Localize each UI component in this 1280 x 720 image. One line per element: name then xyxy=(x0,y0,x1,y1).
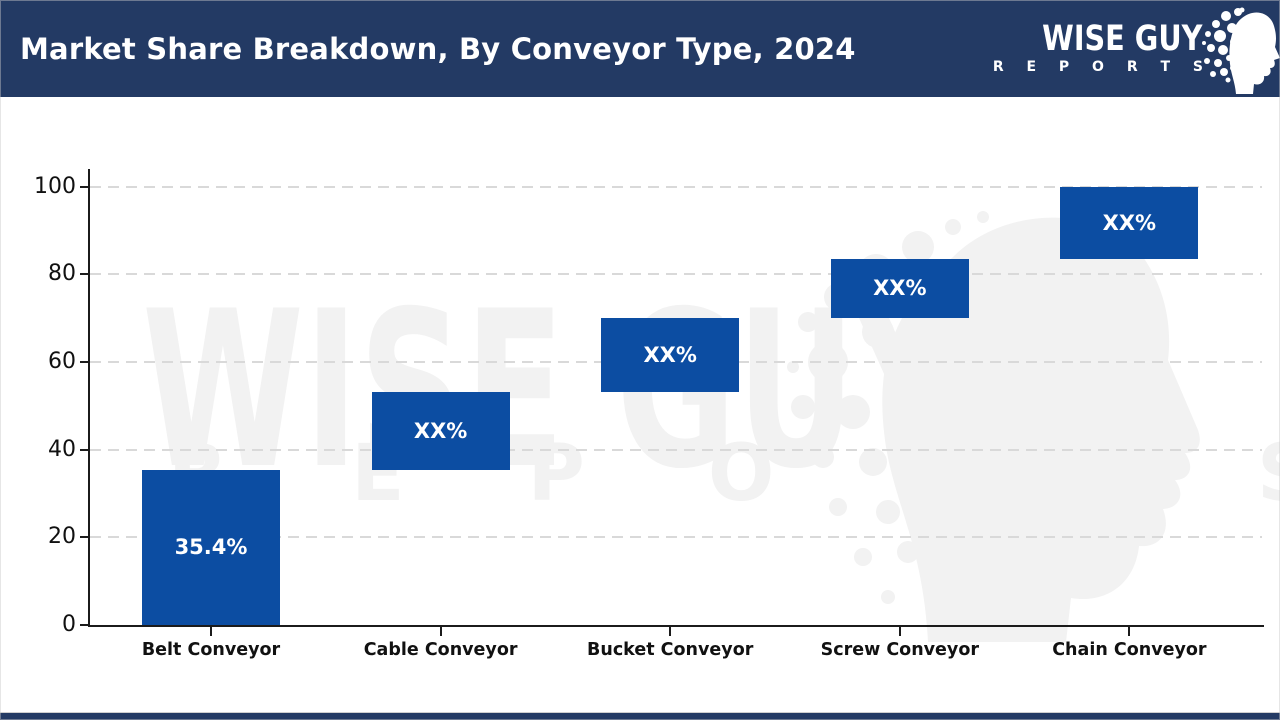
bar-0: 35.4% xyxy=(142,469,280,625)
x-category-label-3: Screw Conveyor xyxy=(785,640,1015,660)
bar-2: XX% xyxy=(601,317,740,393)
x-category-label-4-text: Chain Conveyor xyxy=(1052,640,1207,660)
y-tick-label-40-text: 40 xyxy=(48,436,76,462)
brand-logo: WISE GUY R E P O R T S xyxy=(993,0,1280,97)
x-tick-0 xyxy=(210,627,212,636)
y-tick-label-80: 80 xyxy=(18,261,76,287)
y-tick-80 xyxy=(80,273,89,276)
gridline-100 xyxy=(90,185,1262,188)
x-category-label-0-text: Belt Conveyor xyxy=(141,640,281,660)
y-tick-20 xyxy=(80,536,89,539)
y-tick-0 xyxy=(80,624,89,626)
bar-0-text: 35.4% xyxy=(174,535,248,560)
x-category-label-2-text: Bucket Conveyor xyxy=(587,640,754,660)
gridline-20 xyxy=(90,536,1262,539)
y-tick-label-60: 60 xyxy=(18,349,76,375)
bar-3: XX% xyxy=(830,259,969,318)
x-tick-3 xyxy=(898,627,901,636)
x-category-label-2: Bucket Conveyor xyxy=(555,640,785,660)
x-category-label-4: Chain Conveyor xyxy=(1014,640,1244,660)
x-category-label-3-text: Screw Conveyor xyxy=(820,640,979,660)
y-axis-line xyxy=(88,169,90,627)
y-tick-label-0-text: 0 xyxy=(62,612,76,637)
header-bar: Market Share Breakdown, By Conveyor Type… xyxy=(0,0,1280,97)
bar-3-text: XX% xyxy=(873,276,927,301)
plot-area: 0 20 40 60 80 100 35.4% Belt Conveyor XX% Cable C… xyxy=(0,97,1280,713)
brand-head-icon xyxy=(1202,7,1280,94)
x-tick-2 xyxy=(669,627,672,636)
x-tick-4 xyxy=(1128,627,1131,636)
y-tick-label-100-text: 100 xyxy=(34,173,76,199)
y-tick-100 xyxy=(80,185,89,188)
y-tick-label-100: 100 xyxy=(18,174,76,200)
y-tick-40 xyxy=(80,448,89,451)
y-tick-label-20: 20 xyxy=(18,524,76,550)
brand-logo-text: WISE GUY R E P O R T S xyxy=(993,22,1212,76)
bar-4-text: XX% xyxy=(1102,210,1157,235)
y-tick-label-40: 40 xyxy=(18,437,76,463)
bar-4: XX% xyxy=(1060,186,1199,260)
x-category-label-1-text: Cable Conveyor xyxy=(363,640,518,660)
y-tick-label-80-text: 80 xyxy=(48,261,76,287)
x-axis-line xyxy=(88,625,1264,627)
bar-1: XX% xyxy=(371,392,510,470)
bar-2-text: XX% xyxy=(643,342,697,367)
y-tick-label-20-text: 20 xyxy=(48,524,76,550)
gridline-80 xyxy=(90,273,1262,276)
bar-1-text: XX% xyxy=(413,418,468,443)
x-tick-1 xyxy=(439,627,442,636)
chart-canvas: WISE GUY R E P O R T S 0 20 40 60 80 100 35.4%… xyxy=(0,97,1280,713)
y-tick-60 xyxy=(80,360,89,363)
x-category-label-1: Cable Conveyor xyxy=(326,640,556,660)
y-tick-label-60-text: 60 xyxy=(48,348,76,374)
brand-subname: R E P O R T S xyxy=(992,59,1212,75)
chart-title: Market Share Breakdown, By Conveyor Type… xyxy=(20,31,856,66)
y-tick-label-0: 0 xyxy=(18,612,76,638)
brand-name: WISE GUY xyxy=(1042,19,1203,59)
footer-bar xyxy=(0,712,1280,720)
gridline-40 xyxy=(90,448,1262,451)
x-category-label-0: Belt Conveyor xyxy=(96,640,326,660)
